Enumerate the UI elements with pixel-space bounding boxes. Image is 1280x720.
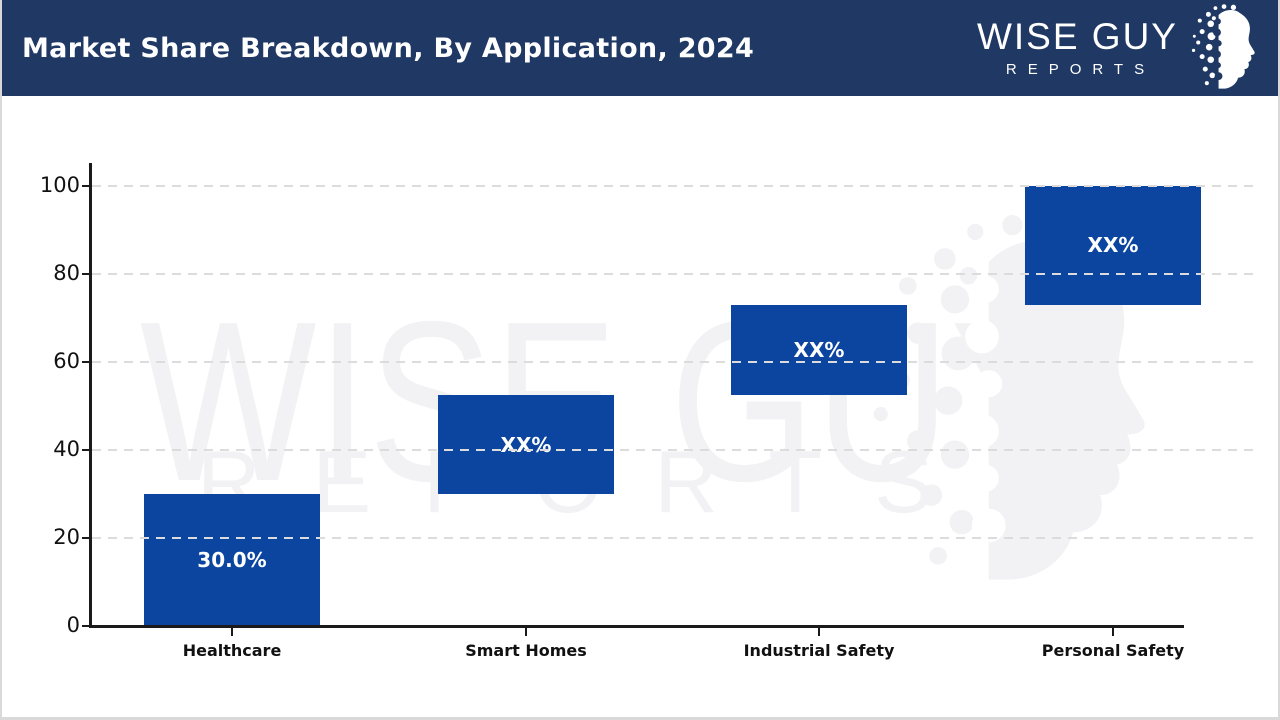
gridline — [92, 273, 1255, 275]
gridline — [92, 185, 1255, 187]
gridline — [92, 537, 1255, 539]
y-tick — [82, 625, 91, 627]
bar-value-label: XX% — [1087, 233, 1139, 258]
bar-value-label: 30.0% — [197, 548, 267, 572]
y-tick — [82, 185, 91, 187]
y-tick-label: 100 — [39, 173, 80, 197]
x-axis-line — [89, 625, 1184, 628]
bar-value-label: XX% — [793, 337, 845, 362]
x-category-label: Healthcare — [182, 641, 282, 660]
y-tick-label: 60 — [53, 349, 80, 373]
x-tick — [1112, 627, 1114, 636]
bar-segment: XX% — [731, 304, 907, 395]
logo-line1: WISE GUY — [976, 16, 1178, 57]
x-tick — [525, 627, 527, 636]
y-tick — [82, 537, 91, 539]
y-axis-line — [89, 163, 92, 628]
header: Market Share Breakdown, By Application, … — [2, 0, 1278, 96]
bar-value-label: XX% — [500, 432, 552, 457]
y-tick-label: 80 — [53, 261, 80, 285]
y-tick — [82, 449, 91, 451]
wiseguy-logo: WISE GUY REPORTS — [977, 2, 1260, 94]
x-tick — [231, 627, 233, 636]
y-tick-label: 0 — [66, 613, 80, 637]
y-tick — [82, 361, 91, 363]
bar-segment: XX% — [1025, 186, 1201, 305]
y-tick-label: 20 — [53, 525, 80, 549]
x-category-label: Industrial Safety — [743, 641, 895, 660]
logo-line2: REPORTS — [1005, 61, 1156, 78]
x-tick — [818, 627, 820, 636]
bar-segment: XX% — [438, 395, 614, 494]
gridline — [92, 449, 1255, 451]
y-tick-label: 40 — [53, 437, 80, 461]
page-title: Market Share Breakdown, By Application, … — [22, 32, 755, 64]
bar-segment: 30.0% — [144, 494, 320, 626]
x-category-label: Personal Safety — [1041, 641, 1185, 660]
gridline — [92, 361, 1255, 363]
y-tick — [82, 273, 91, 275]
logo-wordmark: WISE GUY REPORTS — [977, 18, 1178, 78]
x-category-label: Smart Homes — [465, 641, 587, 660]
wiseguy-head-icon — [1191, 4, 1255, 89]
